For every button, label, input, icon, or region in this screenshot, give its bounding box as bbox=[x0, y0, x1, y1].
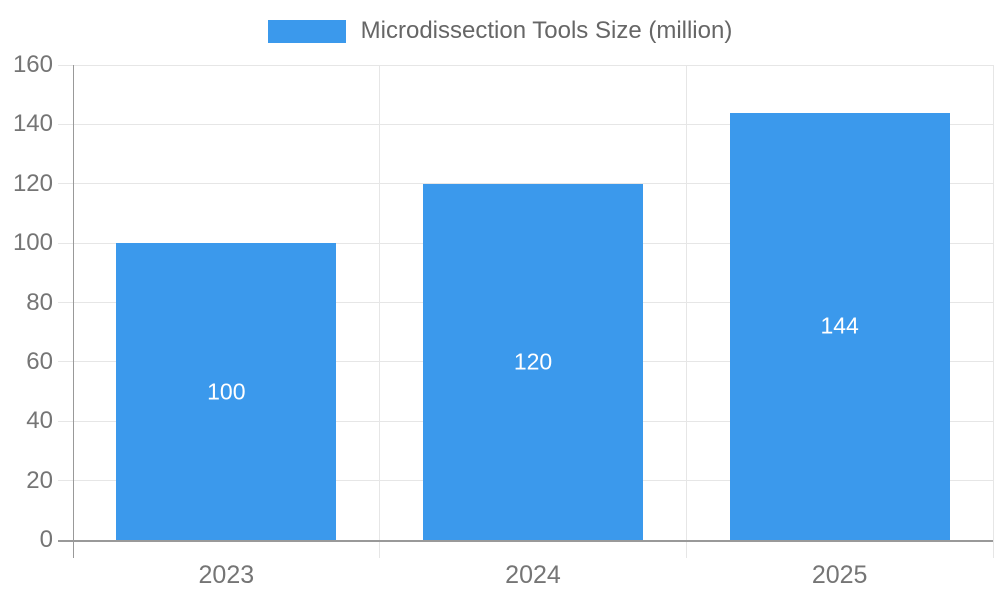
gridline-vertical bbox=[992, 65, 994, 558]
bar-value-label: 144 bbox=[820, 312, 859, 339]
bar-2023: 100 bbox=[116, 243, 337, 540]
legend-item[interactable]: Microdissection Tools Size (million) bbox=[267, 17, 733, 45]
y-axis-tick-label: 80 bbox=[26, 288, 53, 316]
x-axis-tick-label: 2024 bbox=[505, 561, 561, 589]
legend-label: Microdissection Tools Size (million) bbox=[360, 17, 733, 44]
x-axis-line bbox=[58, 540, 993, 542]
gridline-vertical bbox=[379, 65, 381, 558]
x-axis-tick-label: 2025 bbox=[811, 561, 868, 589]
bar-2025: 144 bbox=[729, 112, 950, 540]
bar-value-label: 120 bbox=[513, 348, 553, 375]
gridline-horizontal bbox=[58, 123, 993, 125]
legend-swatch bbox=[267, 19, 346, 43]
y-axis-tick-label: 20 bbox=[26, 466, 53, 494]
y-axis-line bbox=[73, 65, 74, 558]
bar-2024: 120 bbox=[423, 183, 643, 540]
x-axis-tick-label: 2023 bbox=[198, 561, 255, 589]
y-axis-tick-label: 60 bbox=[26, 347, 53, 375]
bar-value-label: 100 bbox=[207, 378, 246, 405]
y-axis-tick-label: 160 bbox=[12, 51, 53, 78]
y-axis-tick-label: 140 bbox=[12, 110, 53, 138]
y-axis-tick-label: 120 bbox=[12, 169, 53, 197]
y-axis-tick-label: 40 bbox=[26, 407, 53, 435]
y-axis-tick-label: 100 bbox=[12, 229, 53, 257]
y-axis-tick-label: 0 bbox=[39, 526, 53, 553]
gridline-vertical bbox=[685, 65, 687, 558]
legend: Microdissection Tools Size (million) bbox=[0, 17, 1000, 45]
gridline-horizontal bbox=[58, 64, 993, 66]
plot-area: 0 20 40 60 80 100 120 140 160 100 2023 120 2024 144 20… bbox=[13, 51, 994, 589]
